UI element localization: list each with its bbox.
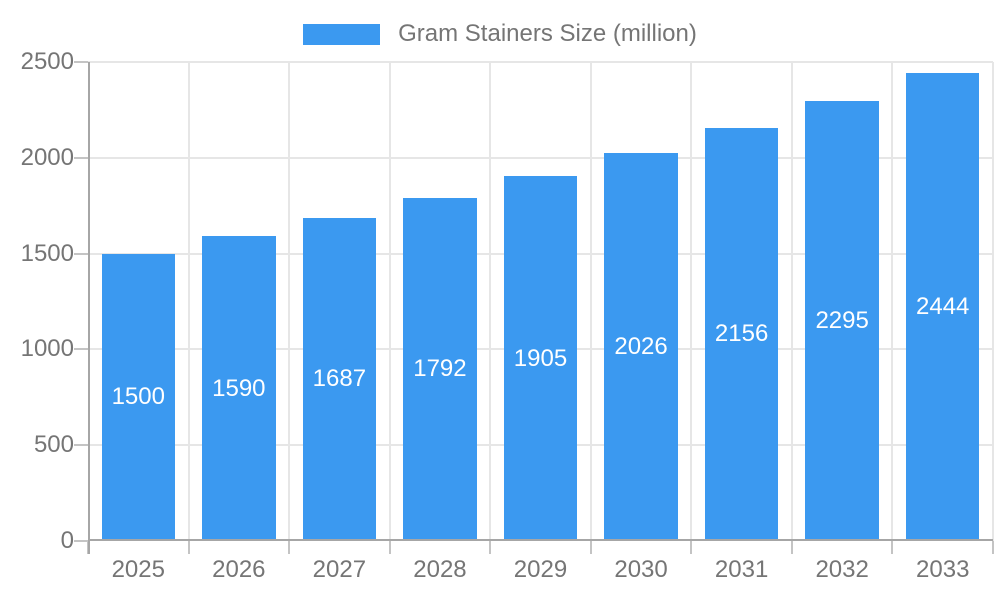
y-tick-mark [74,348,88,351]
x-tick-label: 2028 [413,556,467,583]
y-tick-label: 500 [33,431,74,459]
bar-value-label: 2444 [916,292,970,320]
bar-value-label: 1905 [513,344,568,372]
y-axis-line [88,62,90,554]
vertical-gridline [187,62,190,541]
bar-value-label: 1792 [413,355,467,383]
horizontal-gridline [88,61,993,63]
bar-2028[interactable]: 1792 [403,197,477,541]
x-tick-label: 2027 [312,556,367,583]
bar-value-label: 2295 [815,307,869,335]
vertical-gridline [288,62,291,541]
x-axis-labels: 2025 2026 2027 2028 2029 2030 2031 2032 2033 [88,556,993,588]
x-tick-label: 2032 [815,556,869,583]
bar-value-label: 1500 [111,383,165,411]
x-tick-label: 2029 [513,556,568,583]
x-axis-line [88,539,993,541]
bar-2033[interactable]: 2444 [906,72,980,541]
x-tick-mark [992,541,994,554]
bar-value-label: 1590 [212,374,266,402]
x-tick-label: 2033 [916,556,970,583]
y-tick-mark [74,156,88,159]
x-tick-mark [388,541,391,554]
x-tick-label: 2025 [111,556,165,583]
y-tick-mark [74,252,88,255]
x-tick-label: 2030 [614,556,668,583]
vertical-gridline [992,62,994,541]
x-tick-mark [589,541,592,554]
bar-value-label: 2026 [614,332,668,360]
legend-label: Gram Stainers Size (million) [398,20,697,47]
y-tick-label: 1500 [20,239,74,267]
bar-2029[interactable]: 1905 [503,176,578,541]
x-tick-mark [790,541,793,554]
y-tick-label: 2000 [20,143,74,171]
vertical-gridline [790,62,793,541]
legend: Gram Stainers Size (million) [0,20,1000,48]
bar-2032[interactable]: 2295 [805,101,879,541]
x-tick-mark [187,541,190,554]
bar-2031[interactable]: 2156 [704,127,779,541]
legend-swatch-icon [303,23,381,45]
x-tick-mark [891,541,894,554]
x-tick-mark [690,541,693,554]
bar-2027[interactable]: 1687 [302,217,377,541]
y-axis-labels: 0 500 1000 1500 2000 2500 [0,50,74,553]
bar-2025[interactable]: 1500 [101,253,175,541]
bar-value-label: 2156 [714,320,769,348]
x-tick-mark [288,541,291,554]
bar-2030[interactable]: 2026 [604,152,678,541]
vertical-gridline [489,62,492,541]
bar-value-label: 1687 [312,365,367,393]
bar-2026[interactable]: 1590 [202,236,276,541]
vertical-gridline [589,62,592,541]
y-tick-mark [74,61,88,63]
x-tick-label: 2031 [714,556,769,583]
vertical-gridline [388,62,391,541]
plot-area: 1500 1590 1687 1792 1905 2026 2156 2295 2444 [74,61,994,554]
x-tick-label: 2026 [212,556,266,583]
y-tick-label: 2500 [20,48,74,75]
x-tick-mark [489,541,492,554]
y-tick-label: 1000 [20,335,74,363]
vertical-gridline [891,62,894,541]
y-tick-mark [74,540,88,542]
y-tick-mark [74,444,88,447]
vertical-gridline [690,62,693,541]
horizontal-gridline [88,156,993,159]
y-tick-label: 0 [60,527,74,554]
